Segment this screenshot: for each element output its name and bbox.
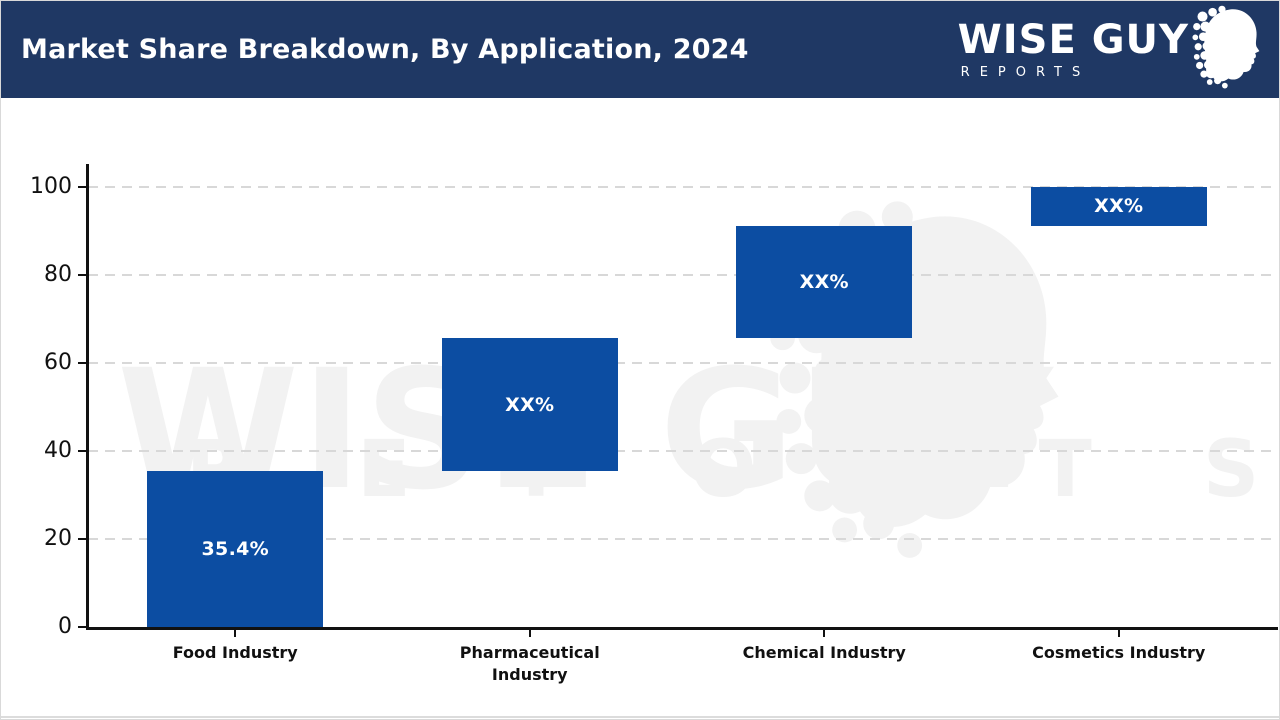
gridline [88, 273, 1278, 276]
x-tick [528, 630, 531, 637]
x-category-label-chemical-industry: Chemical Industry [742, 643, 906, 662]
y-tick [78, 185, 86, 188]
y-tick [78, 626, 86, 628]
logo-wordmark: WISE GUY REPORTS [958, 20, 1189, 80]
x-category-label-pharmaceutical-industry: Pharmaceutical Industry [459, 643, 600, 684]
bar-pharmaceutical-industry: XX% [441, 338, 618, 472]
logo-wordmark-line1: WISE GUY [957, 16, 1189, 63]
logo-head-icon [1192, 5, 1260, 89]
x-tick [823, 630, 826, 637]
bar-food-industry: 35.4% [147, 471, 324, 627]
x-category-label-cosmetics-industry: Cosmetics Industry [1032, 643, 1206, 662]
bar-cosmetics-industry: XX% [1030, 186, 1207, 227]
logo-wordmark-line2: REPORTS [960, 64, 1091, 80]
gridline [88, 361, 1278, 364]
y-tick [78, 273, 86, 276]
y-tick-label: 40 [44, 437, 72, 463]
y-tick-label: 60 [44, 349, 72, 375]
page-title: Market Share Breakdown, By Application, … [21, 34, 749, 65]
bar-value-label: XX% [505, 393, 555, 416]
watermark-text-line2: R E P O R T S [186, 425, 1280, 515]
x-tick [1117, 630, 1120, 637]
brand-logo: WISE GUY REPORTS [958, 4, 1263, 96]
x-tick [234, 630, 237, 637]
x-axis [86, 627, 1278, 630]
gridline [88, 449, 1278, 452]
y-tick [78, 537, 86, 540]
x-category-label-food-industry: Food Industry [172, 643, 298, 662]
y-tick-label: 0 [58, 614, 72, 639]
bar-value-label: XX% [1094, 195, 1144, 218]
gridline [88, 537, 1278, 540]
y-axis [86, 164, 89, 630]
bar-value-label: XX% [799, 271, 849, 294]
bar-value-label: 35.4% [201, 538, 269, 561]
y-tick-label: 100 [30, 173, 72, 199]
y-tick-label: 20 [44, 525, 72, 551]
bar-chemical-industry: XX% [736, 226, 913, 339]
header-banner: Market Share Breakdown, By Application, … [1, 1, 1279, 98]
bottom-border [1, 716, 1279, 718]
gridline [88, 185, 1278, 188]
y-tick [78, 361, 86, 364]
y-tick [78, 449, 86, 452]
y-tick-label: 80 [44, 261, 72, 287]
